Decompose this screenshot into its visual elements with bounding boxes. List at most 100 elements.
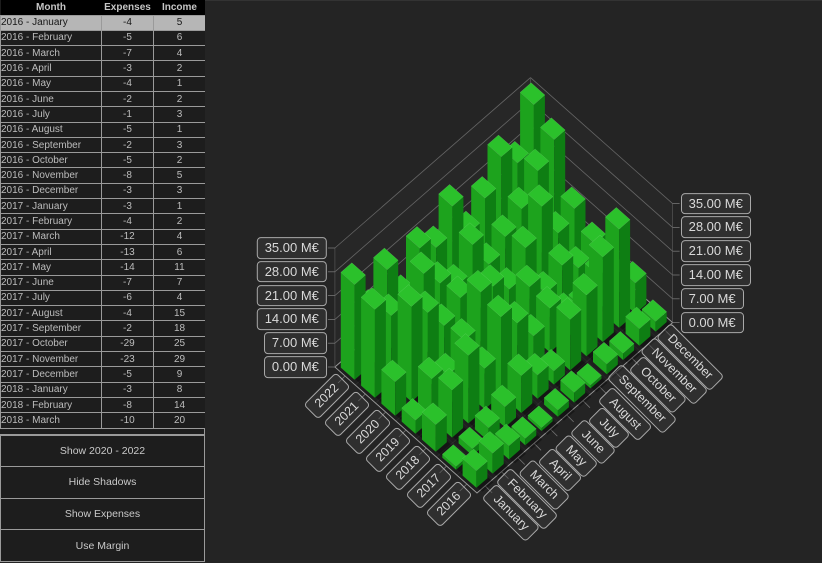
expenses-cell: -14: [101, 259, 154, 276]
table-row[interactable]: 2016 - August -5 1: [0, 121, 205, 138]
bar-2016-August[interactable]: [576, 362, 608, 393]
income-cell: 3: [153, 136, 205, 154]
expenses-cell: -4: [101, 213, 154, 230]
expenses-cell: -3: [101, 182, 154, 200]
month-cell: 2016 - May: [0, 75, 102, 92]
table-body: 2016 - January -4 5 2016 - February -5 6 2016 …: [0, 14, 205, 429]
table-row[interactable]: 2016 - January -4 5: [0, 14, 205, 31]
table-row[interactable]: 2017 - May -14 11: [0, 259, 205, 276]
expenses-cell: -3: [101, 381, 154, 398]
income-cell: 29: [153, 351, 205, 368]
expenses-cell: -29: [101, 335, 154, 353]
expenses-cell: -23: [101, 351, 154, 368]
expenses-cell: -2: [101, 320, 154, 337]
table-row[interactable]: 2017 - March -12 4: [0, 228, 205, 245]
table-row[interactable]: 2016 - December -3 3: [0, 182, 205, 200]
income-cell: 15: [153, 305, 205, 322]
hide-shadows-button[interactable]: Hide Shadows: [0, 466, 205, 499]
expenses-cell: -4: [101, 14, 154, 31]
expenses-cell: -8: [101, 396, 154, 414]
income-cell: 4: [153, 289, 205, 307]
income-cell: 2: [153, 213, 205, 230]
income-cell: 1: [153, 198, 205, 215]
expenses-cell: -4: [101, 305, 154, 322]
show-years-button[interactable]: Show 2020 - 2022: [0, 434, 205, 468]
income-cell: 6: [153, 29, 205, 47]
bar-2016-May[interactable]: [527, 405, 559, 435]
table-row[interactable]: 2018 - March -10 20: [0, 412, 205, 429]
month-cell: 2017 - March: [0, 228, 102, 245]
expenses-cell: -10: [101, 412, 154, 429]
use-margin-button[interactable]: Use Margin: [0, 529, 205, 562]
month-cell: 2017 - February: [0, 213, 102, 230]
table-row[interactable]: 2017 - August -4 15: [0, 305, 205, 322]
table-row[interactable]: 2016 - May -4 1: [0, 75, 205, 92]
income-cell: 4: [153, 228, 205, 245]
income-cell: 20: [153, 412, 205, 429]
bar-2017-April[interactable]: [490, 384, 522, 432]
bar-2016-September[interactable]: [592, 341, 624, 379]
bar-2016-January[interactable]: [462, 448, 494, 492]
income-cell: 6: [153, 243, 205, 261]
month-cell: 2018 - January: [0, 381, 102, 398]
income-cell: 11: [153, 259, 205, 276]
expenses-cell: -12: [101, 228, 154, 245]
table-row[interactable]: 2016 - April -3 2: [0, 60, 205, 77]
expenses-cell: -8: [101, 167, 154, 184]
bar-2018-January[interactable]: [421, 402, 453, 456]
expenses-cell: -3: [101, 198, 154, 215]
income-cell: 8: [153, 381, 205, 398]
table-row[interactable]: 2017 - July -6 4: [0, 289, 205, 307]
income-cell: 7: [153, 274, 205, 291]
expenses-cell: -5: [101, 366, 154, 383]
bar3d-chart: [327, 77, 680, 494]
table-row[interactable]: 2017 - April -13 6: [0, 243, 205, 261]
bar-2016-July[interactable]: [560, 370, 592, 407]
table-row[interactable]: 2016 - March -7 4: [0, 45, 205, 62]
expenses-cell: -5: [101, 29, 154, 47]
table-row[interactable]: 2017 - February -4 2: [0, 213, 205, 230]
bar-2016-October[interactable]: [608, 331, 641, 364]
income-cell: 14: [153, 396, 205, 414]
month-cell: 2017 - October: [0, 335, 102, 353]
sidebar: Month Expenses Income 2016 - January -4 5 2…: [0, 0, 205, 562]
income-cell: 5: [153, 14, 205, 31]
bar-2016-February[interactable]: [478, 431, 510, 478]
table-row[interactable]: 2017 - November -23 29: [0, 351, 205, 368]
expenses-cell: -2: [101, 136, 154, 154]
income-cell: 2: [153, 90, 205, 108]
month-cell: 2016 - September: [0, 136, 102, 154]
table-row[interactable]: 2016 - February -5 6: [0, 29, 205, 47]
bar-2017-August[interactable]: [556, 297, 588, 375]
table-row[interactable]: 2016 - June -2 2: [0, 90, 205, 108]
month-cell: 2016 - February: [0, 29, 102, 47]
table-row[interactable]: 2016 - September -2 3: [0, 136, 205, 154]
bar-2016-June[interactable]: [543, 387, 575, 421]
table-row[interactable]: 2016 - October -5 2: [0, 152, 205, 169]
table-row[interactable]: 2017 - September -2 18: [0, 320, 205, 337]
month-cell: 2016 - November: [0, 167, 102, 184]
month-cell: 2017 - August: [0, 305, 102, 322]
table-row[interactable]: 2017 - January -3 1: [0, 198, 205, 215]
month-cell: 2016 - January: [0, 14, 102, 31]
column-header-month: Month: [0, 0, 102, 16]
month-cell: 2017 - May: [0, 259, 102, 276]
month-cell: 2016 - June: [0, 90, 102, 108]
expenses-cell: -7: [101, 45, 154, 62]
table-row[interactable]: 2018 - February -8 14: [0, 396, 205, 414]
table-row[interactable]: 2018 - January -3 8: [0, 381, 205, 398]
month-cell: 2017 - July: [0, 289, 102, 307]
show-expenses-button[interactable]: Show Expenses: [0, 497, 205, 531]
table-row[interactable]: 2017 - December -5 9: [0, 366, 205, 383]
table-row[interactable]: 2016 - November -8 5: [0, 167, 205, 184]
table-row[interactable]: 2017 - October -29 25: [0, 335, 205, 353]
income-cell: 3: [153, 182, 205, 200]
income-cell: 25: [153, 335, 205, 353]
income-cell: 2: [153, 152, 205, 169]
month-cell: 2016 - July: [0, 106, 102, 123]
income-cell: 5: [153, 167, 205, 184]
table-row[interactable]: 2017 - June -7 7: [0, 274, 205, 291]
table-row[interactable]: 2016 - July -1 3: [0, 106, 205, 123]
bar-2016-November[interactable]: [625, 306, 657, 350]
